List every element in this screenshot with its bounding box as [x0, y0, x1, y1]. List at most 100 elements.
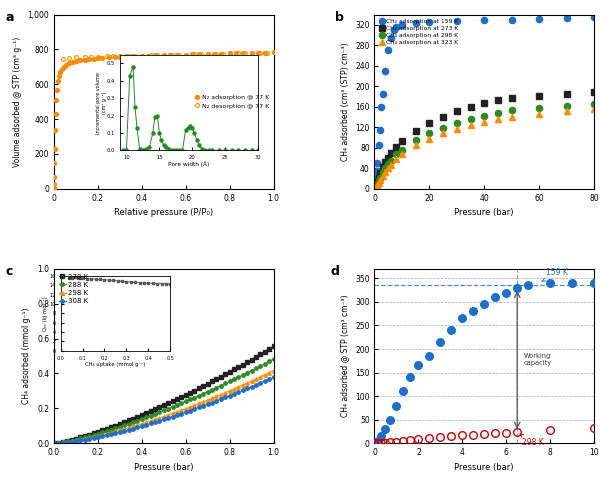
CH₄ adsorption at 323 K	[398, 151, 406, 157]
Line: 278 K: 278 K	[52, 345, 275, 445]
N₂ adsorption @ 77 K	[204, 51, 211, 57]
Text: a: a	[6, 11, 14, 24]
CH₄ adsorption at 298 K	[375, 178, 382, 184]
Line: CH₄ adsorption at 323 K: CH₄ adsorption at 323 K	[371, 106, 597, 192]
298 K	[195, 400, 202, 406]
N₂ adsorption @ 77 K	[254, 50, 262, 56]
CH₄ adsorption at 298 K	[388, 158, 395, 164]
CH₄ adsorption at 298 K	[373, 183, 380, 189]
CH₄ adsorption at 159 K	[371, 186, 378, 191]
N₂ desorption @ 77 K	[226, 51, 233, 56]
N₂ adsorption @ 77 K	[270, 50, 277, 56]
CH₄ adsorption at 323 K	[375, 180, 382, 186]
CH₄ adsorption at 298 K	[481, 112, 488, 118]
298 K	[50, 440, 58, 446]
CH₄ adsorption at 159 K	[398, 22, 406, 28]
288 K	[266, 358, 273, 364]
Line: 308 K: 308 K	[52, 375, 275, 445]
N₂ adsorption @ 77 K	[248, 50, 255, 56]
CH₄ adsorption at 323 K	[563, 108, 570, 114]
N₂ adsorption @ 77 K	[211, 51, 218, 56]
298 K	[266, 370, 273, 375]
CH₄ adsorption at 159 K	[376, 127, 383, 133]
N₂ adsorption @ 77 K	[69, 59, 76, 65]
288 K	[195, 393, 202, 398]
X-axis label: Relative pressure (P/P₀): Relative pressure (P/P₀)	[114, 208, 214, 217]
308 K	[50, 440, 58, 446]
N₂ adsorption @ 77 K	[62, 62, 70, 68]
CH₄ adsorption at 273 K	[590, 90, 598, 95]
Line: 288 K: 288 K	[52, 357, 275, 445]
CH₄ adsorption at 298 K	[426, 131, 433, 136]
N₂ desorption @ 77 K	[103, 54, 110, 59]
CH₄ adsorption at 159 K	[372, 180, 379, 186]
N₂ desorption @ 77 K	[169, 52, 176, 58]
298 K	[116, 427, 124, 433]
Legend: CH₄ adsorption at 159 K, CH₄ adsorption at 273 K, CH₄ adsorption at 298 K, CH₄ a: CH₄ adsorption at 159 K, CH₄ adsorption …	[377, 18, 460, 46]
CH₄ adsorption at 323 K	[494, 116, 502, 122]
CH₄ adsorption at 273 K	[439, 114, 446, 120]
N₂ desorption @ 77 K	[270, 50, 277, 56]
N₂ desorption @ 77 K	[235, 50, 242, 56]
CH₄ adsorption at 323 K	[379, 173, 386, 179]
CH₄ adsorption at 298 K	[371, 186, 379, 191]
N₂ adsorption @ 77 K	[160, 52, 167, 58]
CH₄ adsorption at 298 K	[393, 151, 400, 157]
CH₄ adsorption at 298 K	[536, 105, 543, 111]
278 K	[266, 346, 273, 352]
CH₄ adsorption at 159 K	[453, 18, 460, 24]
CH₄ adsorption at 159 K	[393, 24, 400, 30]
CH₄ adsorption at 323 K	[536, 111, 543, 116]
298 K	[270, 368, 277, 374]
N₂ desorption @ 77 K	[182, 52, 190, 57]
N₂ desorption @ 77 K	[131, 53, 139, 58]
CH₄ adsorption at 159 K	[371, 183, 379, 189]
CH₄ adsorption at 273 K	[426, 120, 433, 126]
308 K	[116, 429, 124, 435]
308 K	[266, 376, 273, 382]
CH₄ adsorption at 273 K	[494, 97, 502, 103]
278 K	[50, 440, 58, 446]
288 K	[121, 422, 128, 428]
CH₄ adsorption at 273 K	[371, 186, 379, 191]
CH₄ adsorption at 273 K	[563, 91, 570, 97]
CH₄ adsorption at 323 K	[412, 142, 419, 148]
Line: CH₄ adsorption at 273 K: CH₄ adsorption at 273 K	[372, 90, 596, 191]
N₂ adsorption @ 77 K	[94, 55, 101, 61]
CH₄ adsorption at 273 K	[508, 95, 515, 101]
Text: Working
capacity: Working capacity	[524, 354, 552, 366]
CH₄ adsorption at 298 K	[453, 120, 460, 126]
CH₄ adsorption at 298 K	[398, 147, 406, 153]
278 K	[121, 419, 128, 425]
CH₄ adsorption at 298 K	[412, 137, 419, 143]
CH₄ adsorption at 323 K	[373, 184, 380, 190]
Text: 298 K: 298 K	[520, 434, 544, 448]
CH₄ adsorption at 159 K	[390, 27, 397, 33]
N₂ adsorption @ 77 K	[182, 52, 190, 57]
N₂ desorption @ 77 K	[116, 53, 124, 59]
N₂ adsorption @ 77 K	[105, 55, 112, 60]
N₂ desorption @ 77 K	[241, 50, 248, 56]
N₂ desorption @ 77 K	[160, 52, 167, 58]
CH₄ adsorption at 273 K	[388, 150, 395, 156]
N₂ adsorption @ 77 K	[112, 54, 119, 60]
CH₄ adsorption at 298 K	[494, 110, 502, 116]
CH₄ adsorption at 298 K	[376, 175, 383, 181]
N₂ adsorption @ 77 K	[54, 78, 61, 84]
288 K	[208, 387, 215, 393]
Legend: N₂ adsorption @ 77 K, N₂ desorption @ 77 K: N₂ adsorption @ 77 K, N₂ desorption @ 77…	[193, 94, 271, 110]
N₂ adsorption @ 77 K	[77, 57, 84, 63]
N₂ desorption @ 77 K	[66, 55, 73, 61]
CH₄ adsorption at 159 K	[385, 48, 392, 54]
Y-axis label: CH₄ adsorbed @ STP (cm³ cm⁻³): CH₄ adsorbed @ STP (cm³ cm⁻³)	[340, 295, 349, 417]
CH₄ adsorption at 273 K	[382, 159, 389, 165]
X-axis label: Pressure (bar): Pressure (bar)	[134, 463, 194, 471]
CH₄ adsorption at 298 K	[371, 186, 379, 191]
N₂ adsorption @ 77 K	[66, 60, 73, 66]
N₂ desorption @ 77 K	[138, 53, 145, 58]
N₂ adsorption @ 77 K	[138, 53, 145, 58]
288 K	[98, 430, 106, 435]
N₂ desorption @ 77 K	[220, 51, 227, 56]
CH₄ adsorption at 273 K	[467, 104, 474, 110]
N₂ desorption @ 77 K	[197, 51, 205, 57]
